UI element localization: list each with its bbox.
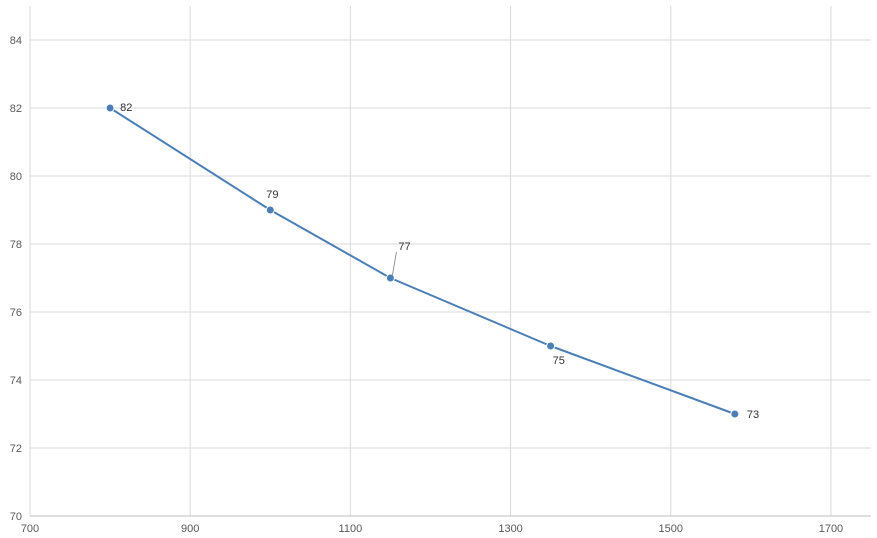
data-point-label: 82: [120, 102, 132, 114]
data-point-marker: [547, 342, 555, 350]
data-point-marker: [266, 206, 274, 214]
chart-svg: 700 900 1100 1300 1500 1700 70 72 74 76 78 80 82 84 82…: [0, 0, 877, 538]
line-chart: 700 900 1100 1300 1500 1700 70 72 74 76 78 80 82 84 82…: [0, 0, 877, 538]
data-point-marker: [731, 410, 739, 418]
y-tick-label: 74: [10, 375, 22, 387]
y-tick-label: 70: [10, 511, 22, 523]
y-tick-label: 82: [10, 103, 22, 115]
x-tick-label: 700: [21, 523, 39, 535]
data-point-label: 77: [398, 241, 410, 253]
data-point-marker: [386, 274, 394, 282]
x-tick-label: 1700: [819, 523, 843, 535]
x-tick-label: 1300: [498, 523, 522, 535]
x-tick-label: 1100: [339, 523, 363, 535]
y-tick-label: 72: [10, 443, 22, 455]
y-tick-label: 78: [10, 239, 22, 251]
y-tick-label: 84: [10, 35, 22, 47]
y-tick-label: 80: [10, 171, 22, 183]
data-point-label: 79: [266, 189, 278, 201]
x-tick-label: 1500: [659, 523, 683, 535]
data-point-label: 75: [553, 355, 565, 367]
y-tick-label: 76: [10, 307, 22, 319]
data-point-label: 73: [747, 409, 759, 421]
x-tick-label: 900: [181, 523, 199, 535]
data-point-marker: [106, 104, 114, 112]
